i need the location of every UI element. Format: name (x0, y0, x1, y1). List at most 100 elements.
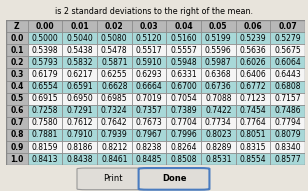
Text: 0.6406: 0.6406 (240, 70, 266, 79)
Text: 0.5080: 0.5080 (101, 34, 128, 43)
Bar (62, 153, 97, 165)
Text: 0.4: 0.4 (10, 82, 24, 91)
Text: 0.7: 0.7 (10, 118, 24, 127)
Bar (28, 44, 62, 56)
Text: 0.03: 0.03 (140, 22, 158, 31)
Bar (166, 81, 201, 93)
Bar (6, 20, 28, 32)
Text: 0.5948: 0.5948 (170, 58, 197, 67)
Text: 0.5793: 0.5793 (32, 58, 59, 67)
Bar (166, 105, 201, 117)
Bar (132, 81, 166, 93)
Bar (166, 20, 201, 32)
Text: 0.8289: 0.8289 (205, 142, 232, 152)
Bar (6, 93, 28, 105)
Bar (28, 81, 62, 93)
Bar (28, 153, 62, 165)
Bar (201, 141, 236, 153)
Bar (28, 20, 62, 32)
Text: 0.6443: 0.6443 (274, 70, 301, 79)
Text: 0.8051: 0.8051 (240, 130, 266, 139)
Text: Print: Print (103, 174, 122, 183)
Text: 0.6628: 0.6628 (101, 82, 128, 91)
Bar (62, 20, 97, 32)
Text: 0.6064: 0.6064 (274, 58, 301, 67)
Bar (62, 32, 97, 44)
Bar (28, 32, 62, 44)
Text: 0.6554: 0.6554 (32, 82, 59, 91)
Text: 0.8264: 0.8264 (170, 142, 197, 152)
Bar (97, 105, 132, 117)
Text: 0.7910: 0.7910 (66, 130, 93, 139)
Bar (28, 68, 62, 81)
Text: 0.7291: 0.7291 (67, 106, 93, 115)
Bar (236, 153, 270, 165)
Bar (270, 32, 305, 44)
Bar (201, 32, 236, 44)
Bar (236, 141, 270, 153)
Bar (97, 153, 132, 165)
Bar (97, 93, 132, 105)
Text: 0.7764: 0.7764 (240, 118, 266, 127)
Text: 0.8340: 0.8340 (274, 142, 301, 152)
Bar (62, 105, 97, 117)
Text: 0.6915: 0.6915 (32, 94, 58, 103)
Bar (166, 117, 201, 129)
Text: 0.07: 0.07 (278, 22, 297, 31)
Bar (62, 44, 97, 56)
Bar (236, 105, 270, 117)
Bar (270, 153, 305, 165)
Bar (166, 93, 201, 105)
Bar (97, 56, 132, 68)
Text: 0.6700: 0.6700 (170, 82, 197, 91)
Text: 0.8315: 0.8315 (240, 142, 266, 152)
Bar (270, 105, 305, 117)
Bar (6, 117, 28, 129)
Text: 0.5557: 0.5557 (170, 46, 197, 55)
Text: 0.7054: 0.7054 (170, 94, 197, 103)
Bar (201, 44, 236, 56)
Bar (6, 56, 28, 68)
Bar (166, 44, 201, 56)
Text: 0.8186: 0.8186 (67, 142, 93, 152)
Text: 0.7123: 0.7123 (240, 94, 266, 103)
Bar (201, 117, 236, 129)
Text: 0.3: 0.3 (10, 70, 24, 79)
Bar (97, 129, 132, 141)
Text: 0.6179: 0.6179 (32, 70, 58, 79)
Bar (132, 117, 166, 129)
Bar (97, 81, 132, 93)
Text: 0.5160: 0.5160 (170, 34, 197, 43)
Text: 0.6217: 0.6217 (67, 70, 93, 79)
Text: 0.5279: 0.5279 (274, 34, 301, 43)
Bar (62, 93, 97, 105)
Bar (132, 56, 166, 68)
Text: 0.7996: 0.7996 (170, 130, 197, 139)
Text: 0.7673: 0.7673 (136, 118, 162, 127)
Text: 0.05: 0.05 (209, 22, 228, 31)
Text: 0.7088: 0.7088 (205, 94, 232, 103)
Text: 0.7642: 0.7642 (101, 118, 128, 127)
Text: 0.7704: 0.7704 (170, 118, 197, 127)
Text: 0.7881: 0.7881 (32, 130, 58, 139)
Text: 0.6331: 0.6331 (170, 70, 197, 79)
Bar (97, 117, 132, 129)
Text: 0.1: 0.1 (10, 46, 24, 55)
Bar (166, 153, 201, 165)
Text: 0.7794: 0.7794 (274, 118, 301, 127)
Text: 0.01: 0.01 (70, 22, 89, 31)
Text: 0.6293: 0.6293 (136, 70, 162, 79)
Text: 0.7324: 0.7324 (101, 106, 128, 115)
Bar (62, 141, 97, 153)
Text: 0.8485: 0.8485 (136, 155, 162, 164)
Text: 0.6255: 0.6255 (101, 70, 128, 79)
Text: 0.02: 0.02 (105, 22, 124, 31)
Text: 0.04: 0.04 (174, 22, 193, 31)
Text: 0.8413: 0.8413 (32, 155, 58, 164)
Text: 0.5596: 0.5596 (205, 46, 232, 55)
Bar (270, 81, 305, 93)
Bar (62, 56, 97, 68)
Text: 0.8438: 0.8438 (67, 155, 93, 164)
Text: 0.6985: 0.6985 (101, 94, 128, 103)
Bar (97, 32, 132, 44)
